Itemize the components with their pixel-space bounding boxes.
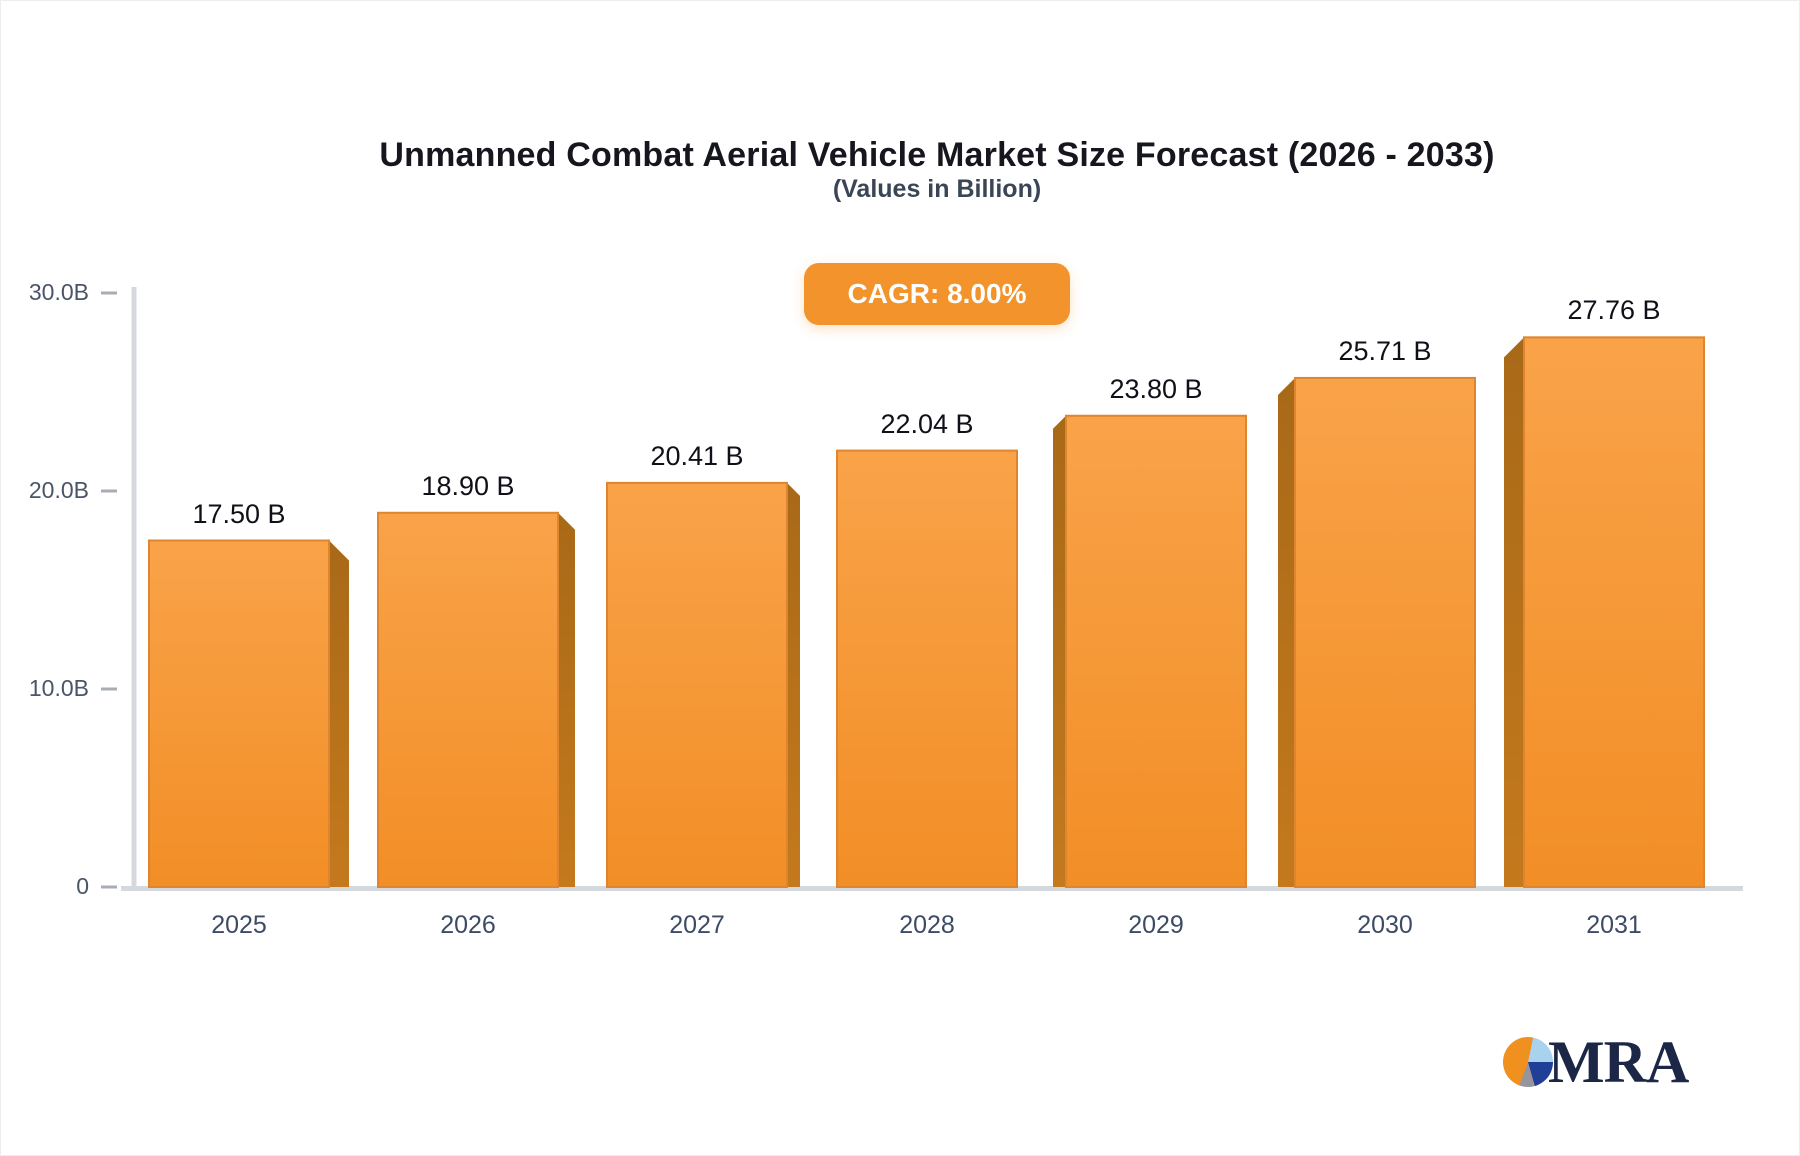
y-axis-tick <box>101 687 117 691</box>
bar-side-panel <box>558 512 575 887</box>
bar <box>1065 414 1247 888</box>
bar <box>1294 376 1476 888</box>
y-axis-label: 30.0B <box>28 279 89 305</box>
y-axis-tick <box>101 885 117 889</box>
x-axis-label: 2025 <box>211 911 267 939</box>
bar <box>1523 336 1705 888</box>
bar-value-label: 25.71 B <box>1338 335 1432 366</box>
bar-side-panel <box>1278 377 1295 887</box>
y-axis-label: 10.0B <box>28 675 89 701</box>
bar-value-label: 18.90 B <box>421 470 515 501</box>
bar-value-label: 22.04 B <box>880 408 974 439</box>
y-axis-label: 0 <box>76 873 89 899</box>
y-axis-label: 20.0B <box>28 477 89 503</box>
cagr-badge: CAGR: 8.00% <box>803 263 1071 325</box>
bar <box>606 481 788 888</box>
bar-side-panel <box>1504 337 1524 887</box>
bar-value-label: 27.76 B <box>1567 295 1661 326</box>
bar-value-label: 23.80 B <box>1109 373 1203 404</box>
bar-side-panel <box>787 482 800 887</box>
cagr-badge-row: CAGR: 8.00% <box>75 263 1799 325</box>
bar-side-panel <box>329 540 349 887</box>
y-axis-tick <box>101 489 117 493</box>
bar-side-panel <box>1053 415 1066 887</box>
x-axis-label: 2031 <box>1586 911 1642 939</box>
bar-value-label: 20.41 B <box>650 440 744 471</box>
chart-title: Unmanned Combat Aerial Vehicle Market Si… <box>379 135 1495 174</box>
brand-logo-text: MRA <box>1548 1029 1689 1095</box>
x-axis-label: 2029 <box>1128 911 1184 939</box>
bar <box>836 449 1018 888</box>
x-axis-label: 2028 <box>899 911 955 939</box>
y-axis-tick <box>101 291 117 295</box>
brand-logo: MRA <box>1503 1029 1689 1095</box>
bar <box>148 539 330 888</box>
x-axis-label: 2026 <box>440 911 496 939</box>
x-axis-label: 2027 <box>669 911 725 939</box>
x-axis-label: 2030 <box>1357 911 1413 939</box>
chart-subtitle: (Values in Billion) <box>832 175 1042 203</box>
pie-chart-logo-icon <box>1503 1037 1553 1087</box>
bar-value-label: 17.50 B <box>192 498 286 529</box>
bar <box>377 511 559 888</box>
